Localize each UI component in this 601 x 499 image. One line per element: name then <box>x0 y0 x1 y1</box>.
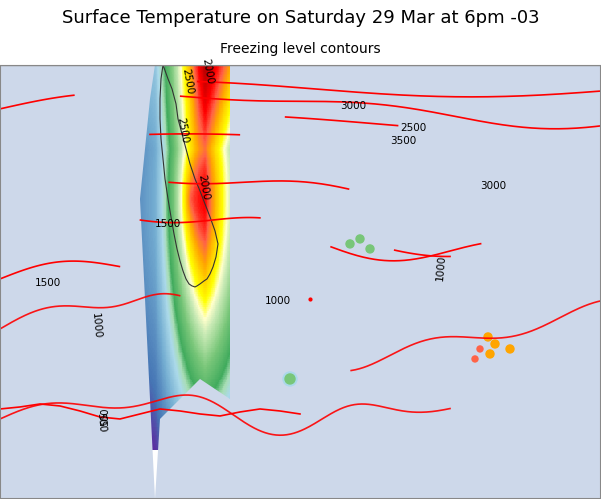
Circle shape <box>491 340 499 348</box>
Circle shape <box>346 240 354 248</box>
Circle shape <box>484 333 492 341</box>
Circle shape <box>506 345 514 353</box>
Polygon shape <box>230 65 601 499</box>
Text: 2500: 2500 <box>175 116 189 144</box>
Text: Freezing level contours: Freezing level contours <box>220 41 381 56</box>
Text: 3000: 3000 <box>340 101 366 111</box>
Text: 3500: 3500 <box>390 136 416 146</box>
Circle shape <box>472 356 478 362</box>
Text: 1000: 1000 <box>90 312 102 339</box>
Text: 3000: 3000 <box>480 181 506 191</box>
Polygon shape <box>0 65 155 499</box>
Circle shape <box>285 374 295 384</box>
Circle shape <box>356 235 364 243</box>
Text: 500: 500 <box>95 413 106 433</box>
Text: 500: 500 <box>100 408 110 426</box>
Text: 1000: 1000 <box>265 296 291 306</box>
Circle shape <box>486 350 494 358</box>
Text: Surface Temperature on Saturday 29 Mar at 6pm -03: Surface Temperature on Saturday 29 Mar a… <box>62 9 539 27</box>
Polygon shape <box>235 417 330 499</box>
Polygon shape <box>155 379 230 499</box>
Circle shape <box>366 245 374 253</box>
Polygon shape <box>263 429 290 454</box>
Text: 2000: 2000 <box>200 57 215 85</box>
Circle shape <box>283 372 297 386</box>
Circle shape <box>477 346 483 352</box>
Text: 1500: 1500 <box>155 219 182 229</box>
Text: 1500: 1500 <box>35 278 61 288</box>
Text: 2500: 2500 <box>400 123 426 133</box>
Text: 2000: 2000 <box>196 174 210 201</box>
Text: 1000: 1000 <box>435 254 447 281</box>
Polygon shape <box>250 434 295 494</box>
Text: 2500: 2500 <box>180 67 194 95</box>
